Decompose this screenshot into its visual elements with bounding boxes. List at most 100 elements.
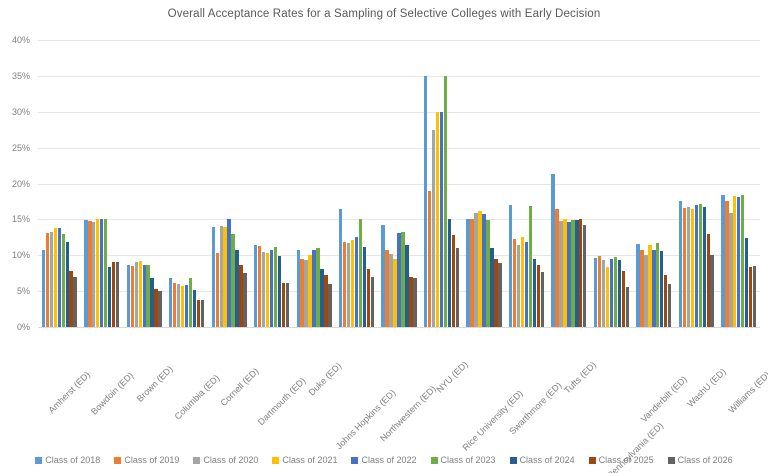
bar[interactable] [92, 222, 96, 327]
bar[interactable] [397, 233, 401, 327]
bar[interactable] [470, 219, 474, 327]
bar[interactable] [609, 258, 614, 327]
bar[interactable] [427, 190, 432, 327]
bar[interactable] [532, 258, 537, 327]
bar[interactable] [354, 236, 359, 327]
bar[interactable] [243, 273, 247, 327]
bar[interactable] [239, 264, 243, 327]
bar[interactable] [741, 194, 745, 327]
bar[interactable] [540, 271, 544, 327]
bar[interactable] [597, 255, 602, 327]
bar[interactable] [342, 241, 347, 327]
bar[interactable] [134, 261, 138, 327]
bar[interactable] [524, 242, 529, 327]
bar[interactable] [567, 222, 571, 327]
bar[interactable] [443, 75, 448, 327]
bar[interactable] [235, 250, 239, 327]
bar[interactable] [636, 243, 640, 327]
bar[interactable] [100, 219, 104, 327]
bar[interactable] [668, 283, 672, 327]
bar[interactable] [423, 75, 428, 327]
bar[interactable] [296, 250, 300, 327]
bar[interactable] [733, 196, 737, 327]
bar[interactable] [84, 220, 88, 327]
bar[interactable] [656, 243, 660, 327]
bar[interactable] [254, 244, 258, 327]
bar[interactable] [231, 233, 235, 327]
bar[interactable] [474, 212, 478, 327]
bar[interactable] [478, 211, 482, 327]
bar[interactable] [536, 265, 540, 327]
bar[interactable] [729, 212, 733, 327]
bar[interactable] [146, 264, 150, 327]
bar[interactable] [130, 266, 134, 327]
bar[interactable] [362, 247, 367, 327]
bar[interactable] [431, 129, 436, 327]
bar[interactable] [328, 283, 332, 327]
bar[interactable] [158, 291, 162, 327]
bar[interactable] [107, 267, 112, 327]
bar[interactable] [389, 253, 393, 327]
bar[interactable] [227, 219, 231, 327]
bar[interactable] [690, 208, 694, 327]
bar[interactable] [184, 285, 189, 327]
legend-item[interactable]: Class of 2025 [588, 455, 654, 465]
bar[interactable] [142, 264, 146, 327]
bar[interactable] [41, 249, 46, 327]
bar[interactable] [115, 262, 120, 327]
bar[interactable] [498, 263, 502, 327]
legend-item[interactable]: Class of 2019 [114, 455, 179, 465]
bar[interactable] [613, 257, 617, 327]
bar[interactable] [652, 250, 656, 327]
bar[interactable] [490, 248, 494, 327]
bar[interactable] [710, 255, 714, 327]
bar[interactable] [648, 245, 652, 327]
bar[interactable] [366, 268, 371, 327]
bar[interactable] [520, 237, 525, 327]
bar[interactable] [563, 219, 567, 327]
bar[interactable] [324, 274, 328, 327]
bar[interactable] [682, 207, 687, 327]
bar[interactable] [200, 300, 205, 327]
bar[interactable] [223, 227, 227, 327]
bar[interactable] [640, 250, 644, 327]
bar[interactable] [338, 208, 343, 327]
bar[interactable] [73, 276, 77, 327]
bar[interactable] [702, 207, 706, 327]
bar[interactable] [466, 219, 470, 327]
bar[interactable] [571, 220, 575, 327]
bar[interactable] [300, 258, 304, 327]
bar[interactable] [370, 276, 375, 327]
bar[interactable] [211, 226, 215, 327]
bar[interactable] [551, 174, 555, 327]
bar[interactable] [96, 219, 100, 327]
bar[interactable] [508, 205, 513, 327]
bar[interactable] [745, 238, 749, 327]
bar[interactable] [737, 197, 741, 327]
bar[interactable] [678, 201, 683, 327]
legend-item[interactable]: Class of 2022 [351, 455, 417, 465]
bar[interactable] [138, 261, 142, 327]
bar[interactable] [111, 262, 116, 327]
bar[interactable] [401, 231, 405, 327]
bar[interactable] [219, 225, 223, 327]
bar[interactable] [308, 255, 312, 327]
bar[interactable] [625, 286, 629, 327]
bar[interactable] [57, 228, 61, 327]
bar[interactable] [88, 220, 92, 327]
bar[interactable] [173, 283, 177, 327]
bar[interactable] [192, 290, 197, 327]
legend-item[interactable]: Class of 2021 [272, 455, 337, 465]
bar[interactable] [281, 282, 286, 327]
bar[interactable] [169, 277, 173, 327]
bar[interactable] [435, 111, 440, 327]
bar[interactable] [605, 266, 610, 327]
bar[interactable] [575, 220, 579, 327]
bar[interactable] [196, 300, 201, 327]
bar[interactable] [346, 243, 351, 327]
bar[interactable] [350, 240, 355, 327]
bar[interactable] [725, 201, 729, 327]
legend-item[interactable]: Class of 2026 [667, 455, 733, 465]
bar[interactable] [451, 235, 456, 327]
bar[interactable] [53, 228, 57, 327]
